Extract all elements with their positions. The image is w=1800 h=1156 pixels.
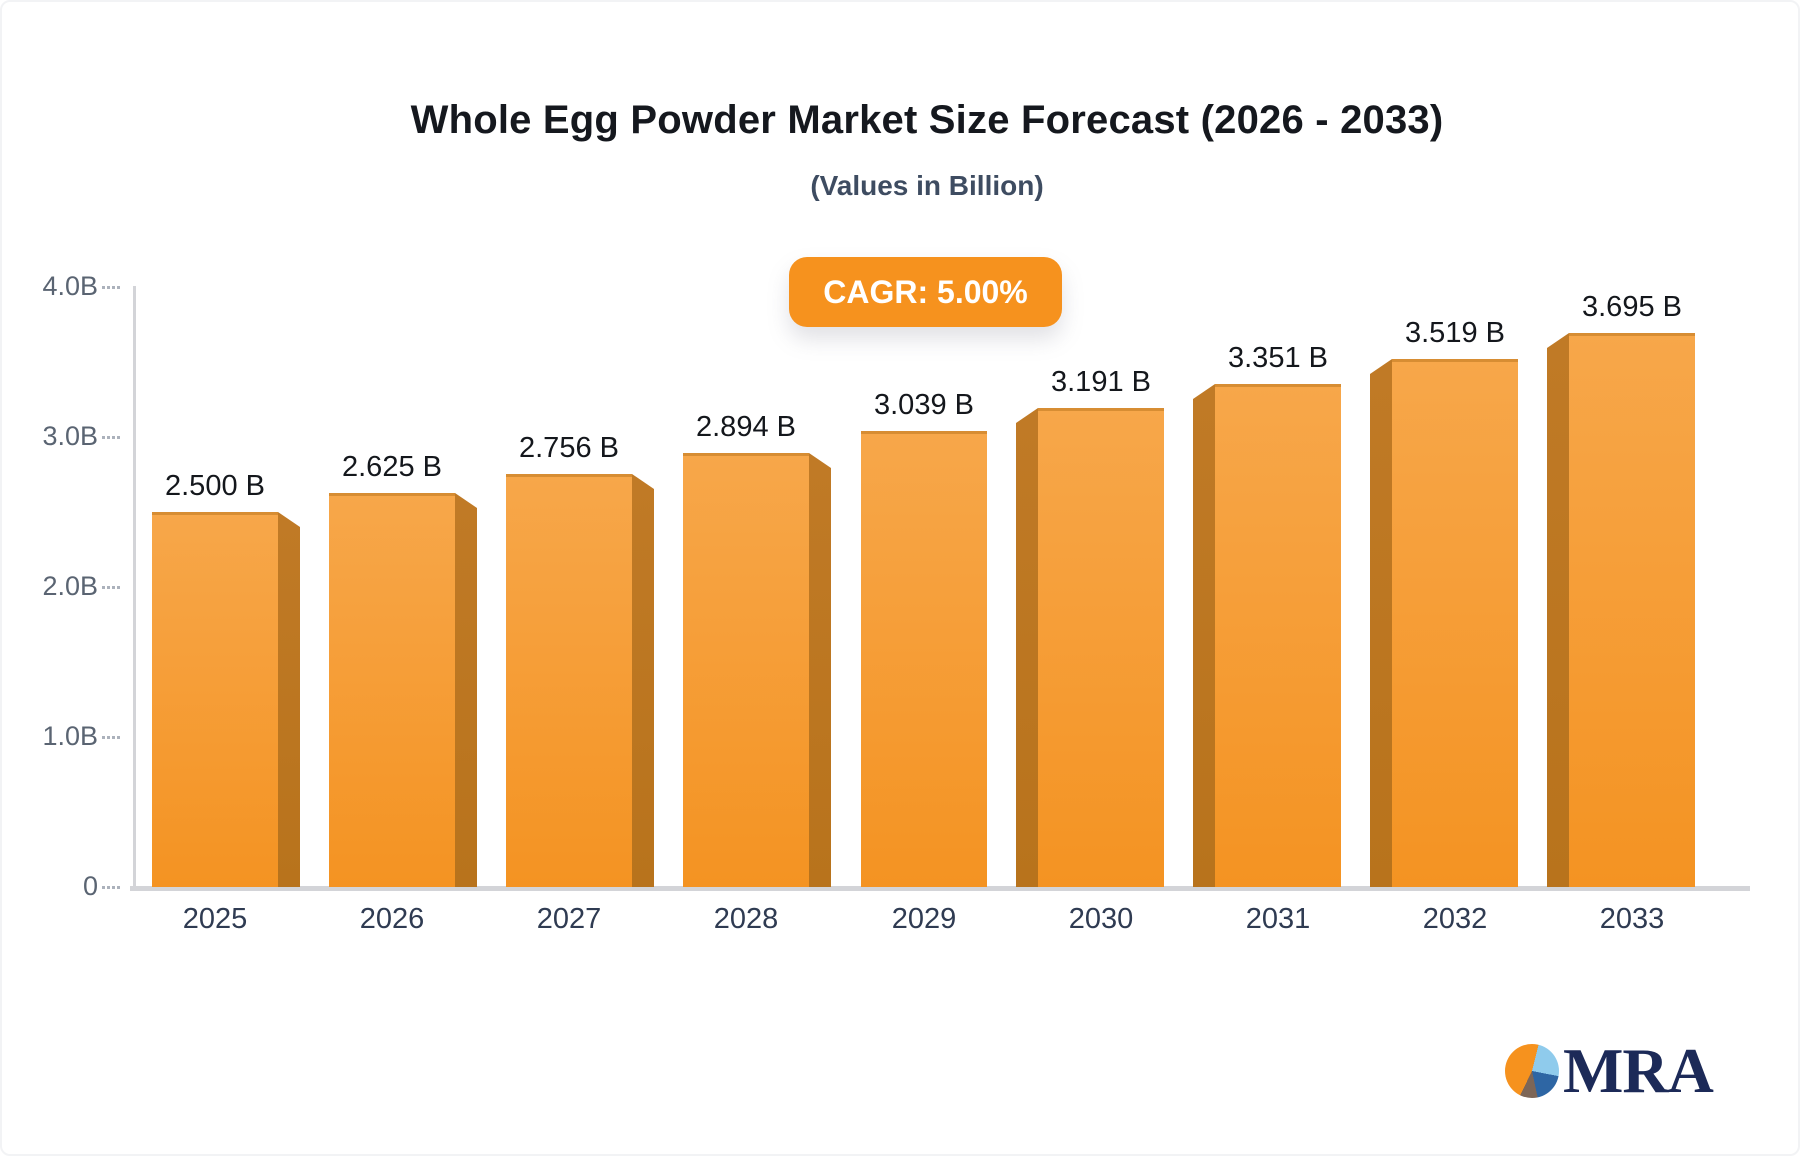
bar-2027 (506, 474, 654, 887)
bar-2028 (683, 453, 831, 887)
bar-face (1215, 384, 1341, 887)
y-tick-mark (102, 736, 122, 739)
logo-text: MRA (1563, 1035, 1714, 1106)
bar-3d-side (1193, 384, 1215, 887)
chart-title: Whole Egg Powder Market Size Forecast (2… (410, 98, 1444, 142)
y-tick-mark (102, 586, 122, 589)
bar-value-label: 2.500 B (165, 470, 265, 502)
bar-2031 (1193, 384, 1341, 887)
y-tick-label: 1.0B (42, 721, 98, 751)
x-tick-label: 2029 (891, 903, 957, 935)
bar-3d-side (809, 453, 831, 887)
bar-value-label: 3.519 B (1405, 317, 1505, 349)
bar-top-edge (683, 453, 809, 456)
bar-face (152, 512, 278, 887)
x-tick-label: 2032 (1422, 903, 1488, 935)
x-axis-line (130, 886, 1750, 891)
bar-face (1038, 408, 1164, 887)
y-tick-mark (102, 436, 122, 439)
bar-2030 (1016, 408, 1164, 887)
x-tick-label: 2033 (1599, 903, 1665, 935)
bar-top-edge (861, 431, 987, 434)
y-tick-mark (102, 286, 122, 289)
bar-face (1569, 333, 1695, 887)
bar-face (861, 431, 987, 887)
bar-face (683, 453, 809, 887)
bar-3d-side (278, 512, 300, 887)
bar-top-edge (506, 474, 632, 477)
x-tick-label: 2026 (359, 903, 425, 935)
bar-2033 (1547, 333, 1695, 887)
bar-value-label: 2.625 B (342, 451, 442, 483)
bar-value-label: 2.894 B (696, 411, 796, 443)
bar-2029 (861, 431, 987, 887)
mra-logo: MRA (1505, 1035, 1714, 1106)
bar-3d-side (1016, 408, 1038, 887)
y-tick-label: 0 (82, 871, 98, 901)
x-tick-label: 2027 (536, 903, 602, 935)
x-tick-label: 2028 (713, 903, 779, 935)
cagr-badge: CAGR: 5.00% (789, 257, 1062, 327)
bar-top-edge (1038, 408, 1164, 411)
bar-top-edge (1215, 384, 1341, 387)
bar-value-label: 3.695 B (1582, 291, 1682, 323)
bar-3d-side (1370, 359, 1392, 887)
bar-top-edge (329, 493, 455, 496)
x-tick-label: 2031 (1245, 903, 1311, 935)
pie-chart-icon (1505, 1044, 1559, 1098)
y-axis-line (133, 286, 136, 888)
bar-top-edge (152, 512, 278, 515)
bar-top-edge (1392, 359, 1518, 362)
bar-2032 (1370, 359, 1518, 887)
bar-3d-side (1547, 333, 1569, 887)
y-tick-mark (102, 886, 122, 889)
bar-2025 (152, 512, 300, 887)
bar-face (329, 493, 455, 887)
bar-face (506, 474, 632, 887)
bar-value-label: 3.351 B (1228, 342, 1328, 374)
bar-2026 (329, 493, 477, 887)
bar-top-edge (1569, 333, 1695, 336)
y-tick-label: 4.0B (42, 271, 98, 301)
y-tick-label: 3.0B (42, 421, 98, 451)
bar-value-label: 2.756 B (519, 432, 619, 464)
bar-3d-side (455, 493, 477, 887)
bar-face (1392, 359, 1518, 887)
bar-value-label: 3.191 B (1051, 366, 1151, 398)
chart-subtitle: (Values in Billion) (810, 170, 1044, 201)
bar-3d-side (632, 474, 654, 887)
x-tick-label: 2025 (182, 903, 248, 935)
y-tick-label: 2.0B (42, 571, 98, 601)
bar-value-label: 3.039 B (874, 389, 974, 421)
x-tick-label: 2030 (1068, 903, 1134, 935)
